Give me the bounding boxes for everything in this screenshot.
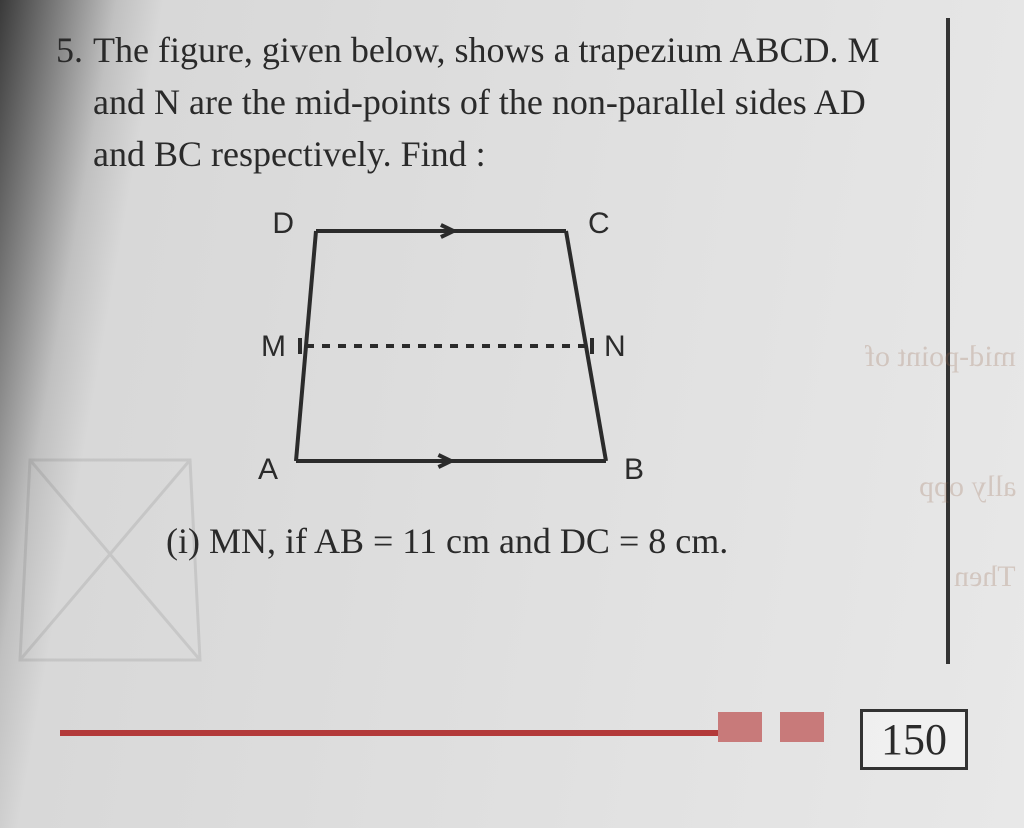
- svg-text:M: M: [261, 330, 286, 363]
- subpart-i: (i) MN, if AB = 11 cm and DC = 8 cm.: [166, 520, 968, 562]
- svg-text:N: N: [604, 330, 626, 363]
- subpart-label: (i): [166, 521, 200, 561]
- right-margin-rule: [946, 18, 950, 664]
- footer-square: [780, 712, 824, 742]
- svg-text:D: D: [272, 207, 294, 240]
- trapezium-figure: D C M N A B: [236, 201, 968, 506]
- svg-text:B: B: [624, 453, 644, 486]
- problem-number: 5.: [56, 24, 83, 76]
- page-number: 150: [860, 709, 968, 770]
- subpart-text: MN, if AB = 11 cm and DC = 8 cm.: [209, 521, 728, 561]
- ghost-figure: [10, 420, 220, 720]
- svg-text:C: C: [588, 207, 610, 240]
- problem-text: The figure, given below, shows a trapezi…: [93, 24, 916, 181]
- footer-square: [718, 712, 762, 742]
- footer-squares: [718, 712, 824, 742]
- bleed-text: Then: [954, 560, 1016, 594]
- svg-text:A: A: [258, 453, 278, 486]
- footer-rule: [60, 730, 760, 736]
